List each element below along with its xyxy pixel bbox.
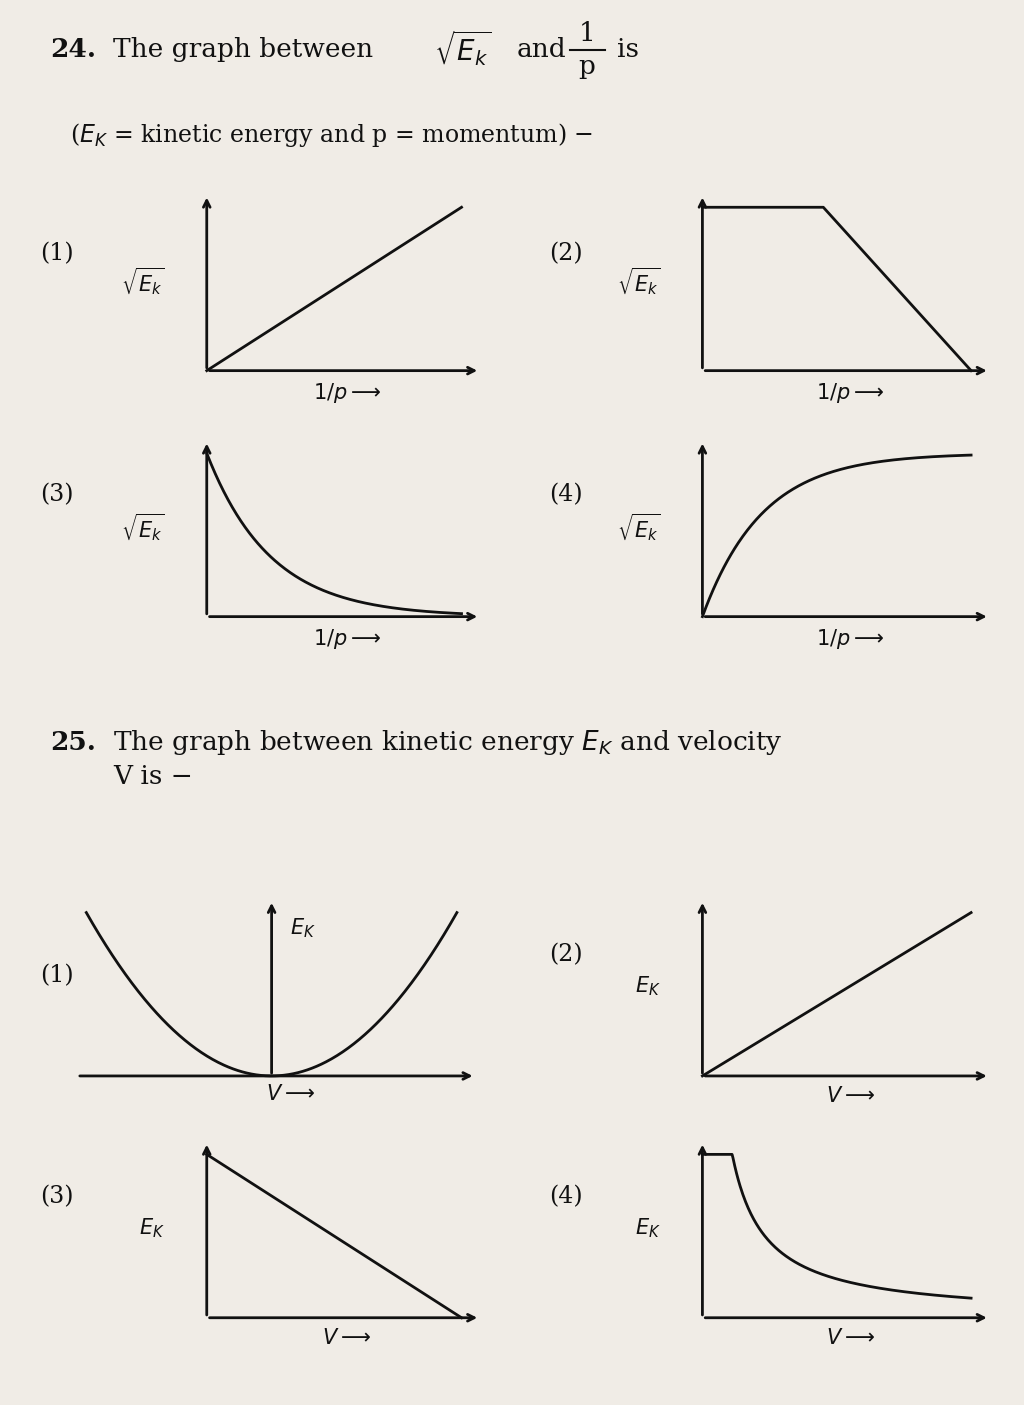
Text: V is −: V is − [114,764,194,790]
Text: $1/p \longrightarrow$: $1/p \longrightarrow$ [816,381,885,405]
Text: (1): (1) [40,964,74,986]
Text: The graph between: The graph between [114,38,374,62]
Text: $1/p \longrightarrow$: $1/p \longrightarrow$ [816,627,885,651]
Text: $E_K$: $E_K$ [635,1217,660,1239]
Text: $\sqrt{E_k}$: $\sqrt{E_k}$ [121,511,165,542]
Text: $1/p \longrightarrow$: $1/p \longrightarrow$ [312,381,381,405]
Text: 24.: 24. [50,38,96,62]
Text: $E_K$: $E_K$ [635,974,660,998]
Text: $V \longrightarrow$: $V \longrightarrow$ [323,1328,372,1349]
Text: 1: 1 [579,21,596,46]
Text: $E_K$: $E_K$ [139,1217,165,1239]
Text: (4): (4) [550,483,584,507]
Text: p: p [579,53,596,79]
Text: $V \longrightarrow$: $V \longrightarrow$ [825,1086,874,1106]
Text: (3): (3) [40,483,74,507]
Text: (3): (3) [40,1184,74,1208]
Text: $\sqrt{E_k}$: $\sqrt{E_k}$ [121,266,165,296]
Text: $\sqrt{E_k}$: $\sqrt{E_k}$ [616,266,660,296]
Text: $E_K$: $E_K$ [290,917,315,940]
Text: The graph between kinetic energy $E_K$ and velocity: The graph between kinetic energy $E_K$ a… [114,728,783,757]
Text: $V \longrightarrow$: $V \longrightarrow$ [825,1328,874,1349]
Text: $\sqrt{E_k}$: $\sqrt{E_k}$ [434,30,492,69]
Text: (4): (4) [550,1184,584,1208]
Text: (2): (2) [550,943,584,967]
Text: is: is [617,38,639,62]
Text: $V \longrightarrow$: $V \longrightarrow$ [265,1085,314,1104]
Text: (2): (2) [550,242,584,266]
Text: 25.: 25. [50,731,96,754]
Text: ($E_K$ = kinetic energy and p = momentum) $-$: ($E_K$ = kinetic energy and p = momentum… [70,121,593,149]
Text: $\sqrt{E_k}$: $\sqrt{E_k}$ [616,511,660,542]
Text: and: and [517,38,566,62]
Text: $1/p \longrightarrow$: $1/p \longrightarrow$ [312,627,381,651]
Text: (1): (1) [40,242,74,266]
